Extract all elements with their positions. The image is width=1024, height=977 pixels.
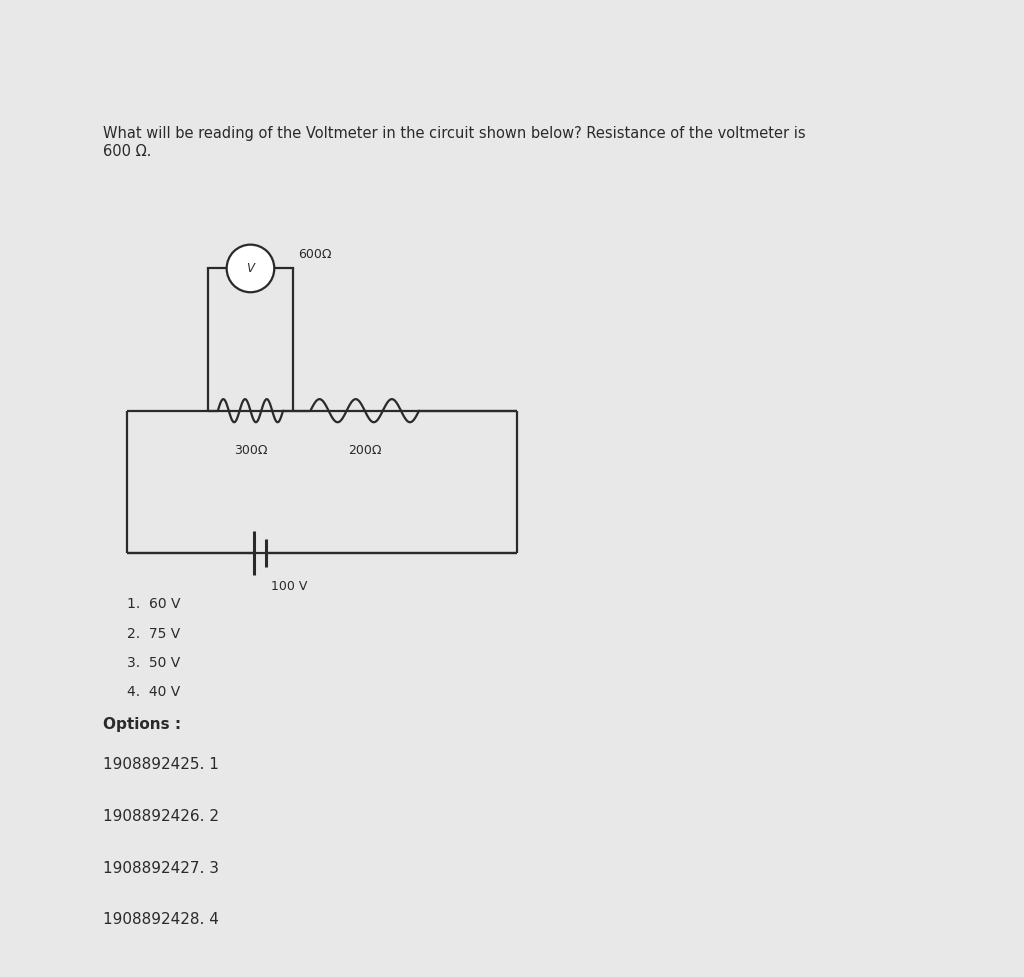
Text: 300Ω: 300Ω — [233, 445, 267, 457]
Text: What will be reading of the Voltmeter in the circuit shown below? Resistance of : What will be reading of the Voltmeter in… — [102, 126, 806, 158]
Text: 3.  50 V: 3. 50 V — [127, 657, 180, 670]
Text: 1908892427. 3: 1908892427. 3 — [102, 861, 219, 875]
Text: 1908892425. 1: 1908892425. 1 — [102, 757, 219, 773]
Ellipse shape — [226, 244, 274, 292]
Text: V: V — [247, 262, 255, 275]
Text: 4.  40 V: 4. 40 V — [127, 686, 180, 700]
Text: 1908892428. 4: 1908892428. 4 — [102, 913, 219, 927]
Text: Options :: Options : — [102, 717, 181, 733]
Text: 100 V: 100 V — [271, 579, 308, 593]
Text: 200Ω: 200Ω — [348, 445, 382, 457]
Text: 600Ω: 600Ω — [298, 248, 332, 261]
Text: 2.  75 V: 2. 75 V — [127, 626, 180, 641]
Text: 1.  60 V: 1. 60 V — [127, 597, 180, 612]
Text: 1908892426. 2: 1908892426. 2 — [102, 809, 219, 824]
